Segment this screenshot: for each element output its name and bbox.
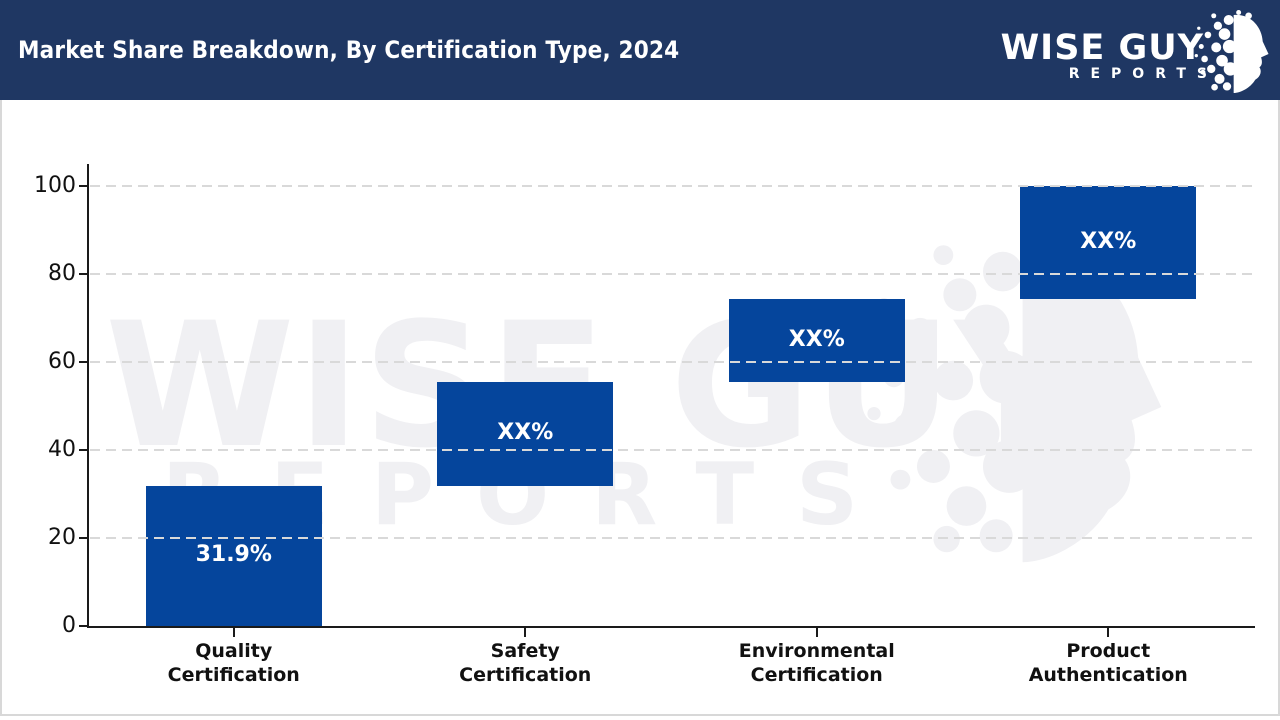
bar-segment bbox=[728, 299, 905, 383]
bar-value-label: XX% bbox=[1080, 228, 1137, 254]
y-tick-mark-60 bbox=[79, 361, 88, 363]
bar-value-label: XX% bbox=[497, 419, 554, 445]
face-profile-icon bbox=[1194, 10, 1269, 94]
y-tick-label-80: 80 bbox=[48, 261, 76, 286]
x-tick-mark bbox=[232, 628, 235, 637]
y-tick-mark-80 bbox=[79, 273, 88, 275]
bar-value-label: XX% bbox=[788, 326, 845, 352]
y-tick-label-0: 0 bbox=[62, 613, 76, 638]
y-tick-mark-40 bbox=[79, 449, 88, 451]
y-tick-label-20: 20 bbox=[48, 525, 76, 550]
y-tick-mark-0 bbox=[79, 625, 88, 627]
y-tick-mark-100 bbox=[79, 185, 88, 187]
x-category-label: Quality Certification bbox=[167, 640, 300, 686]
x-category-label: Product Authentication bbox=[1028, 640, 1188, 686]
y-axis-line bbox=[87, 164, 89, 628]
bar-segment bbox=[437, 382, 614, 486]
bar-value-label: 31.9% bbox=[195, 541, 272, 567]
gridline-60 bbox=[90, 361, 1254, 363]
x-tick-mark bbox=[524, 628, 527, 637]
y-tick-label-60: 60 bbox=[48, 349, 76, 374]
header-bar: Market Share Breakdown, By Certification… bbox=[0, 0, 1280, 100]
bottom-divider bbox=[0, 714, 1280, 716]
x-category-label: Environmental Certification bbox=[738, 640, 895, 686]
gridline-20 bbox=[90, 537, 1254, 539]
bar-segment bbox=[1020, 186, 1197, 300]
x-category-label: Safety Certification bbox=[459, 640, 592, 686]
logo-subtext: REPORTS bbox=[1068, 66, 1218, 82]
y-tick-label-40: 40 bbox=[48, 437, 76, 462]
chart-title: Market Share Breakdown, By Certification… bbox=[18, 36, 680, 64]
gridline-80 bbox=[90, 273, 1254, 275]
bar-segment bbox=[145, 485, 322, 626]
x-tick-mark bbox=[815, 628, 818, 637]
y-tick-label-100: 100 bbox=[34, 173, 76, 198]
x-axis-line bbox=[87, 626, 1255, 628]
logo-wordmark: WISE GUY bbox=[1000, 28, 1204, 68]
x-tick-mark bbox=[1107, 628, 1110, 637]
y-tick-mark-20 bbox=[79, 537, 88, 539]
gridline-40 bbox=[90, 449, 1254, 451]
wise-guy-reports-logo: WISE GUY REPORTS bbox=[1001, 6, 1270, 96]
gridline-100 bbox=[90, 185, 1254, 187]
